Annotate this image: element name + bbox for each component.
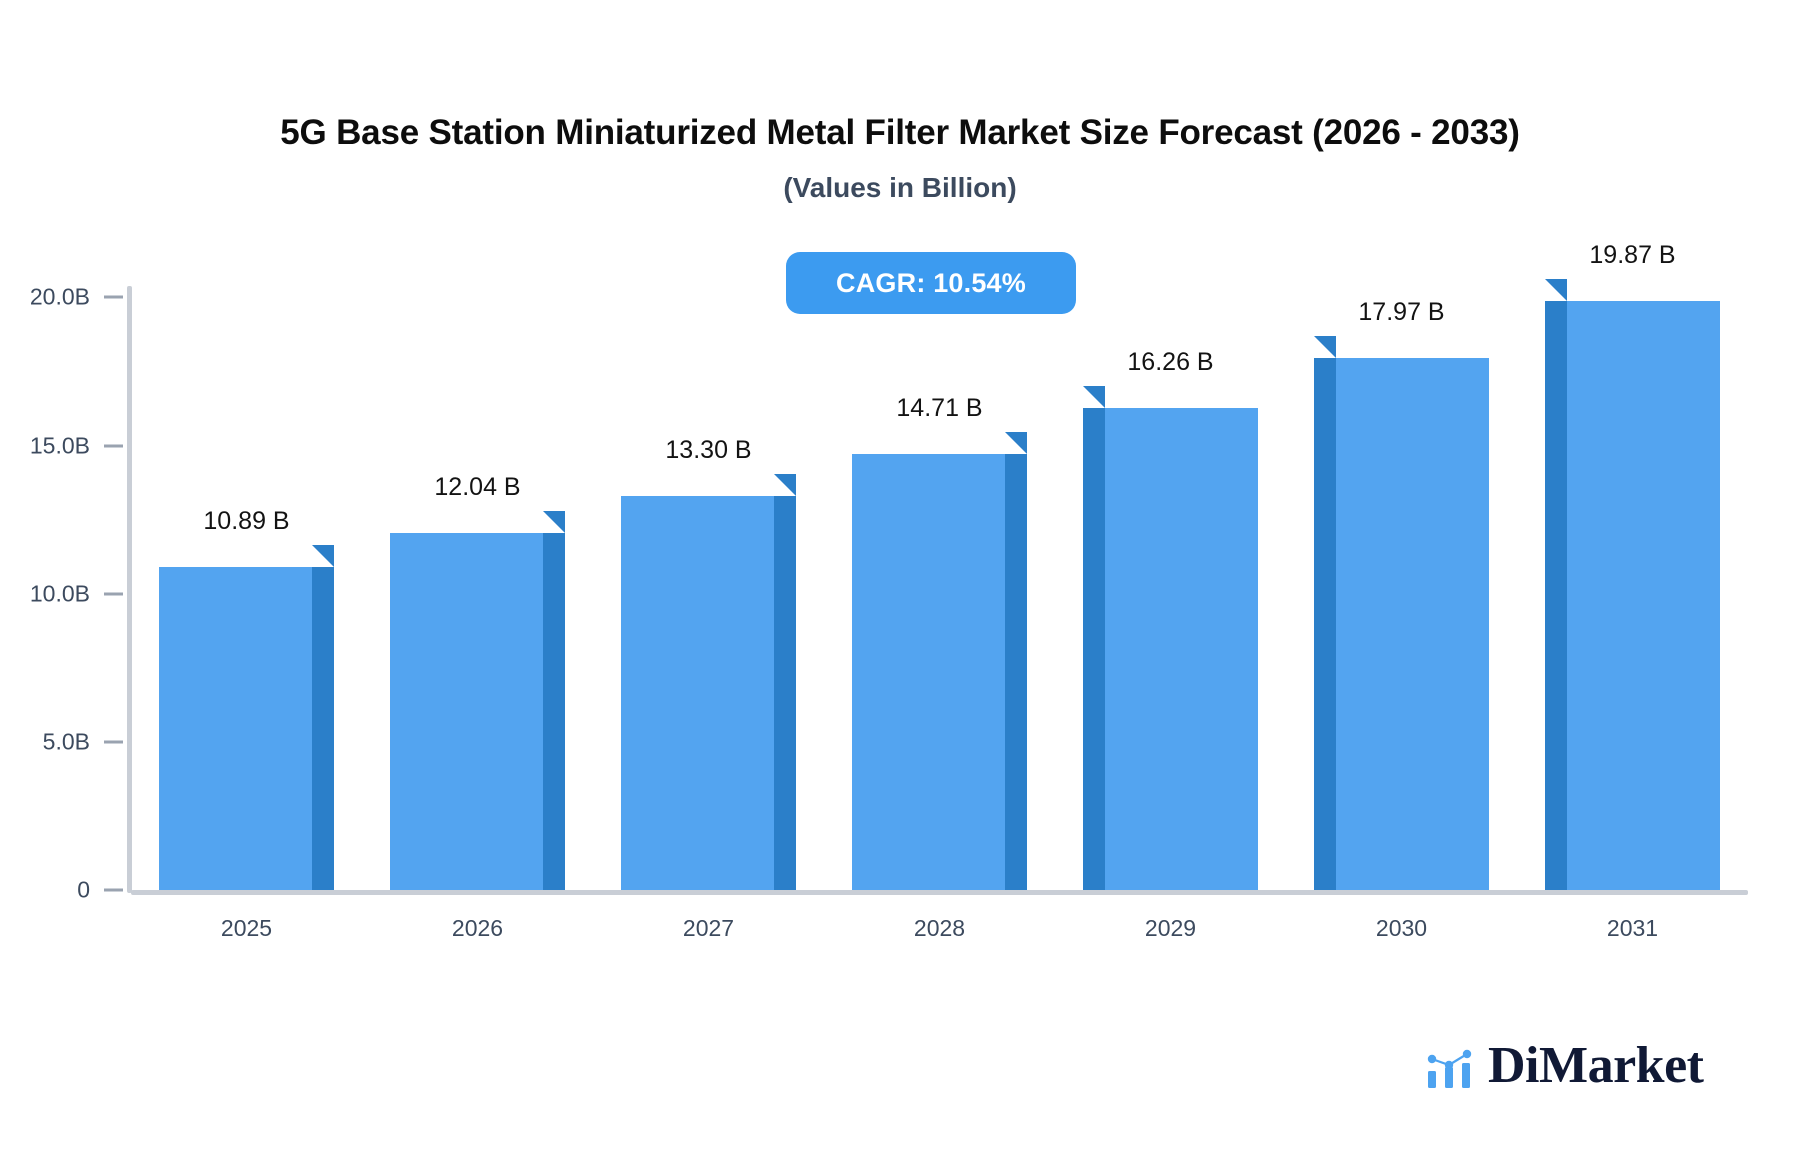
bar xyxy=(390,511,565,890)
bar-chart-icon xyxy=(1427,1049,1472,1088)
bar-side-face xyxy=(1545,301,1567,890)
bar-front-face xyxy=(1105,408,1258,890)
x-axis-tick-label: 2029 xyxy=(1144,915,1197,941)
y-axis-tick-label: 5.0B xyxy=(42,728,90,755)
y-axis-tick-label: 0 xyxy=(77,876,90,903)
y-axis-tick-mark xyxy=(104,444,123,448)
x-axis-tick-label: 2031 xyxy=(1606,915,1659,941)
bar-value-label: 14.71 B xyxy=(896,394,983,423)
y-axis-tick-mark xyxy=(104,592,123,596)
bar xyxy=(852,432,1027,890)
bar-top-bevel xyxy=(543,511,565,534)
chart-title: 5G Base Station Miniaturized Metal Filte… xyxy=(280,113,1520,152)
bar-front-face xyxy=(852,454,1005,890)
x-axis-tick-label: 2028 xyxy=(913,915,966,941)
bar-top-bevel xyxy=(1545,279,1567,302)
bar-front-face xyxy=(1567,301,1720,890)
y-axis-tick-label: 15.0B xyxy=(29,432,90,459)
y-axis-tick-mark xyxy=(104,295,123,299)
bar-top-bevel xyxy=(1005,432,1027,455)
bar-value-label: 13.30 B xyxy=(665,435,752,464)
bar-side-face xyxy=(1005,454,1027,890)
bar-value-label: 16.26 B xyxy=(1127,348,1214,377)
y-axis-line xyxy=(127,286,132,893)
bar-side-face xyxy=(1314,357,1336,890)
cagr-badge-label: CAGR: 10.54% xyxy=(836,267,1026,298)
brand-name: DiMarket xyxy=(1488,1037,1704,1094)
bar xyxy=(1314,335,1489,890)
bar-front-face xyxy=(621,495,774,890)
x-axis-line xyxy=(131,890,1748,895)
bar-side-face xyxy=(774,495,796,890)
bar-value-label: 19.87 B xyxy=(1589,241,1676,270)
bar-value-label: 17.97 B xyxy=(1358,297,1445,326)
bar-top-bevel xyxy=(312,545,334,568)
y-axis-tick-mark xyxy=(104,888,123,892)
bar xyxy=(621,473,796,890)
x-axis-tick-label: 2026 xyxy=(451,915,504,941)
bar-value-label: 12.04 B xyxy=(434,473,521,502)
bar-value-label: 10.89 B xyxy=(203,507,290,536)
chart-subtitle: (Values in Billion) xyxy=(783,172,1017,203)
bar-side-face xyxy=(543,533,565,890)
bar-front-face xyxy=(390,533,543,890)
bar-front-face xyxy=(159,567,312,890)
brand-logo: DiMarket xyxy=(1426,1037,1704,1094)
bar-front-face xyxy=(1336,357,1489,890)
bar-top-bevel xyxy=(774,473,796,496)
bar-top-bevel xyxy=(1314,335,1336,358)
bar xyxy=(1545,279,1720,890)
cagr-badge: CAGR: 10.54% xyxy=(786,252,1076,314)
bar-side-face xyxy=(312,567,334,890)
bar xyxy=(159,545,334,890)
y-axis-tick-label: 20.0B xyxy=(29,283,90,310)
bar xyxy=(1083,386,1258,890)
y-axis-tick-mark xyxy=(104,740,123,744)
x-axis-tick-label: 2030 xyxy=(1375,915,1428,941)
bar-top-bevel xyxy=(1083,386,1105,409)
x-axis-tick-label: 2025 xyxy=(220,915,273,941)
y-axis-tick-label: 10.0B xyxy=(29,580,90,607)
bar-side-face xyxy=(1083,408,1105,890)
x-axis-tick-label: 2027 xyxy=(682,915,735,941)
